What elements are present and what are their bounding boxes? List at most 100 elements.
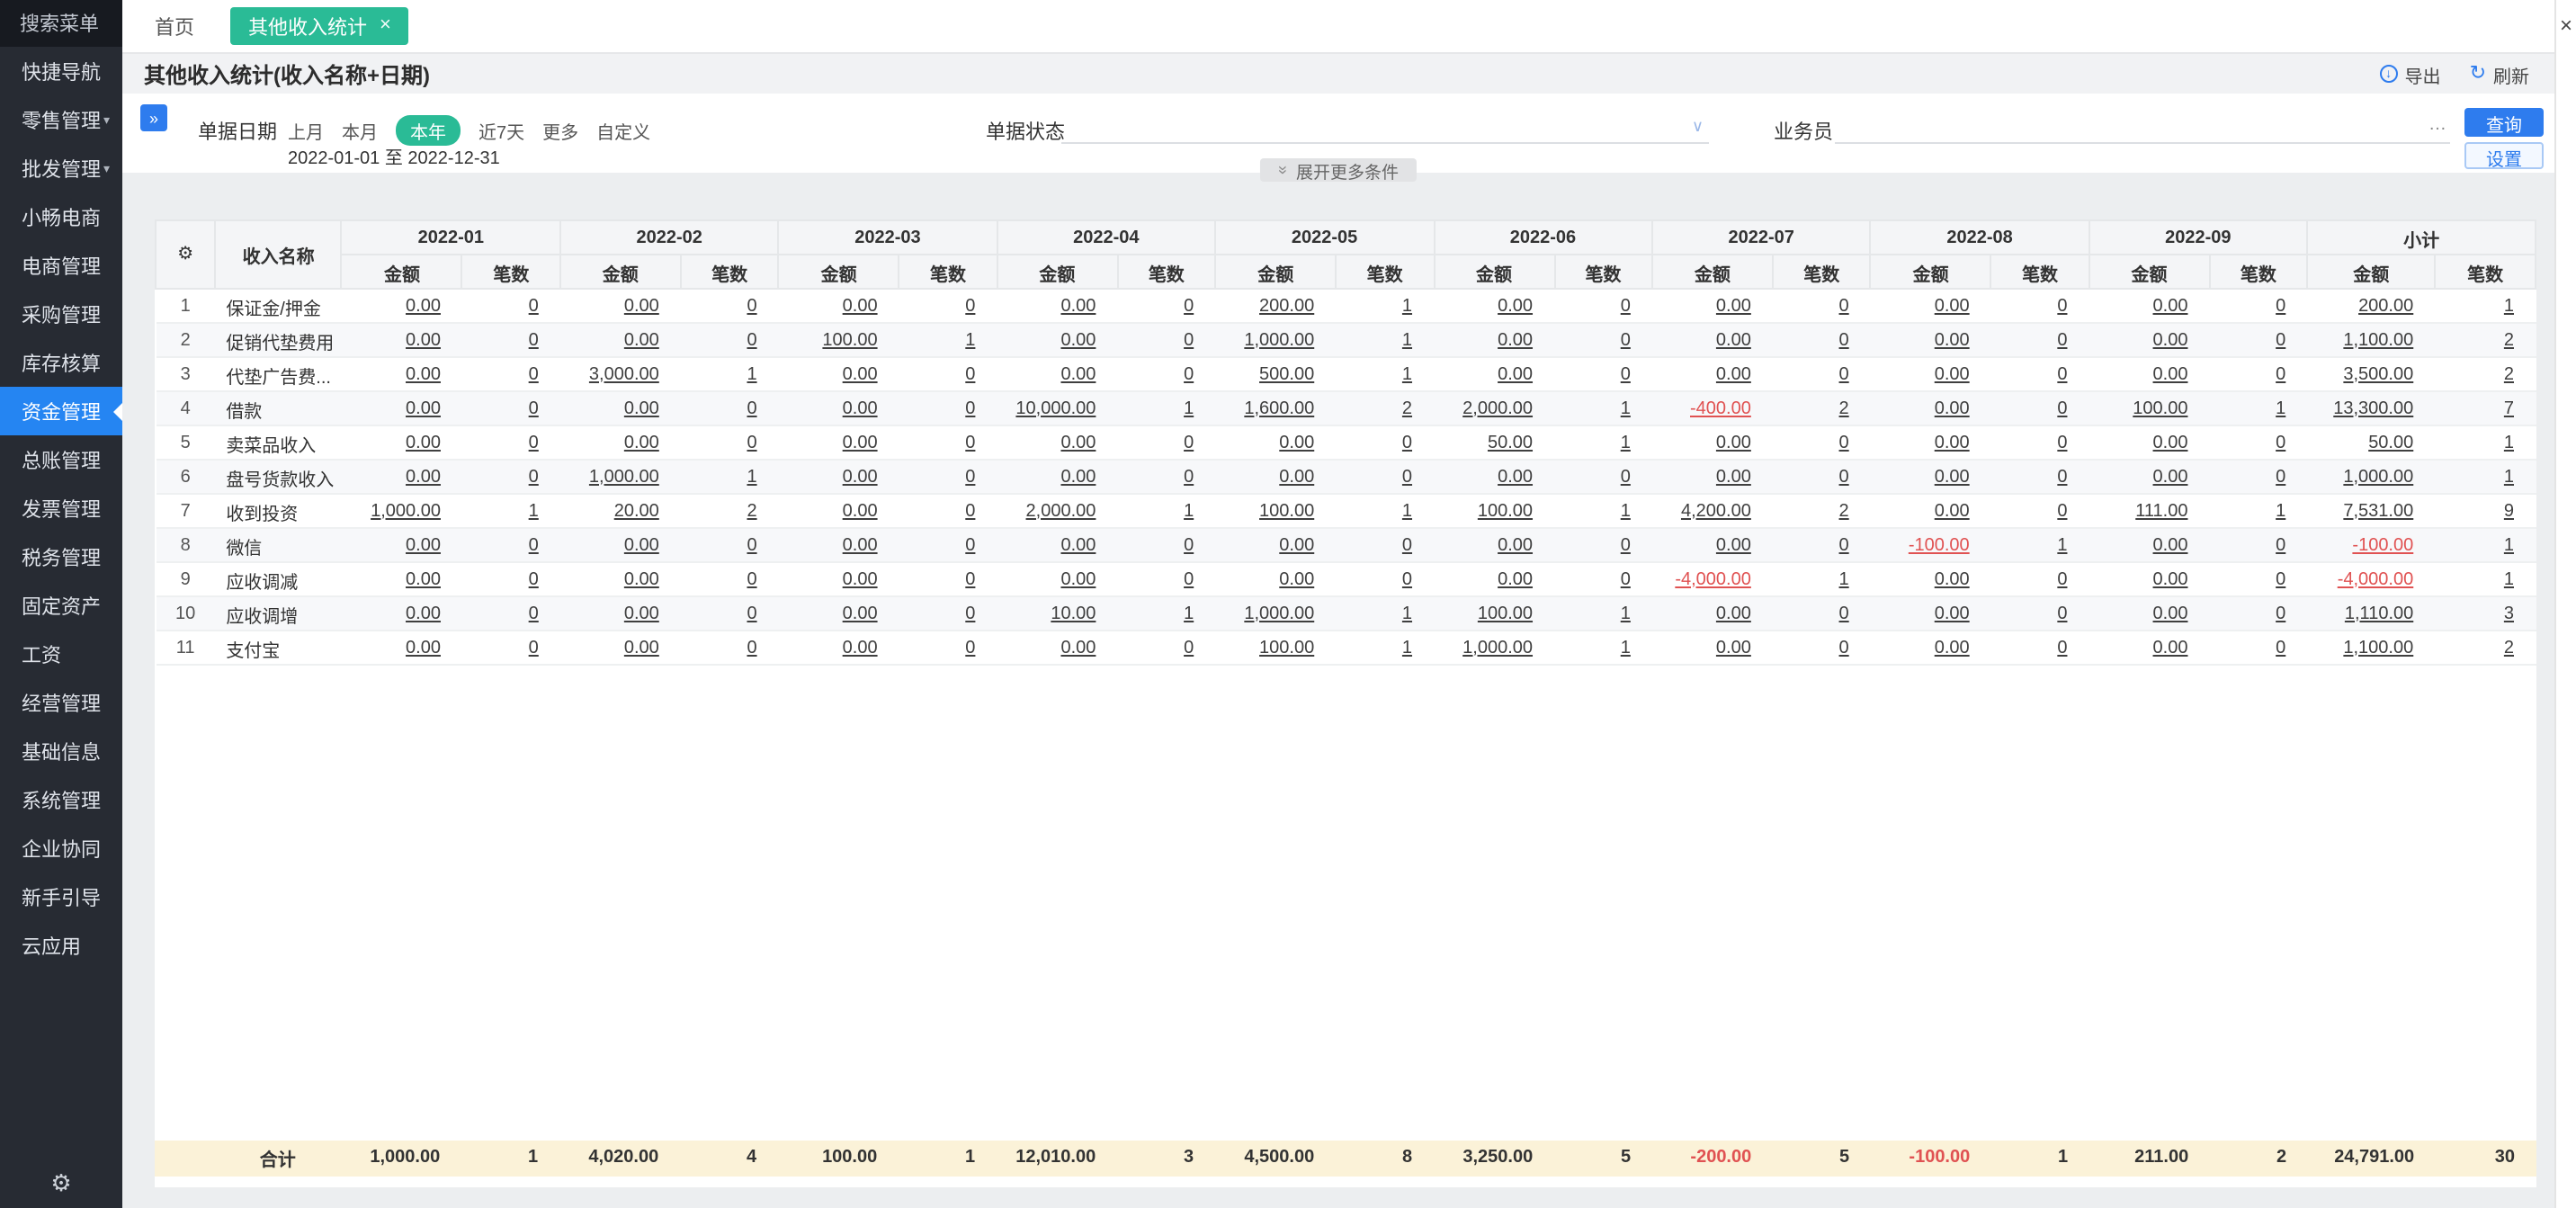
count-link[interactable]: 0 bbox=[2057, 638, 2068, 658]
count-link[interactable]: 1 bbox=[1401, 364, 1413, 384]
amount-link[interactable]: 1,100.00 bbox=[2343, 330, 2414, 350]
tab-close-icon[interactable]: × bbox=[380, 14, 391, 36]
count-link[interactable]: 0 bbox=[965, 433, 976, 452]
sidebar-gear-icon[interactable]: ⚙ bbox=[50, 1168, 72, 1195]
amount-link[interactable]: 0.00 bbox=[2152, 638, 2188, 658]
count-link[interactable]: 1 bbox=[1401, 638, 1413, 658]
tab-home[interactable]: 首页 bbox=[155, 17, 194, 39]
quick-date-近7天[interactable]: 近7天 bbox=[479, 124, 525, 144]
count-link[interactable]: 0 bbox=[2057, 433, 2068, 452]
count-link[interactable]: 0 bbox=[1184, 364, 1194, 384]
count-link[interactable]: 0 bbox=[2057, 501, 2068, 521]
amount-link[interactable]: 0.00 bbox=[842, 364, 878, 384]
count-link[interactable]: 0 bbox=[1401, 569, 1413, 589]
status-select[interactable]: ∨ bbox=[1061, 112, 1709, 144]
sidebar-item-工资[interactable]: 工资 bbox=[0, 630, 122, 678]
amount-link[interactable]: 0.00 bbox=[406, 638, 441, 658]
count-link[interactable]: 0 bbox=[965, 604, 976, 623]
amount-link[interactable]: 0.00 bbox=[406, 330, 441, 350]
count-link[interactable]: 0 bbox=[965, 364, 976, 384]
amount-link[interactable]: 0.00 bbox=[1934, 501, 1970, 521]
amount-link[interactable]: 10.00 bbox=[1051, 604, 1096, 623]
amount-link[interactable]: 0.00 bbox=[406, 398, 441, 418]
amount-link[interactable]: 0.00 bbox=[842, 433, 878, 452]
amount-link[interactable]: 20.00 bbox=[613, 501, 659, 521]
amount-link[interactable]: 3,000.00 bbox=[588, 364, 659, 384]
sidebar-item-资金管理[interactable]: 资金管理 bbox=[0, 387, 122, 435]
export-button[interactable]: ↓ 导出 bbox=[2379, 60, 2441, 87]
amount-link[interactable]: 1,000.00 bbox=[588, 467, 659, 487]
amount-link[interactable]: 13,300.00 bbox=[2333, 398, 2414, 418]
sidebar-item-企业协同[interactable]: 企业协同 bbox=[0, 824, 122, 872]
salesperson-input[interactable]: … bbox=[1835, 112, 2450, 144]
count-link[interactable]: 0 bbox=[2057, 467, 2068, 487]
count-link[interactable]: 0 bbox=[2057, 296, 2068, 316]
right-scrollbar[interactable]: × bbox=[2554, 0, 2576, 1208]
amount-link[interactable]: 100.00 bbox=[1477, 501, 1534, 521]
amount-link[interactable]: 50.00 bbox=[2368, 433, 2414, 452]
count-link[interactable]: 0 bbox=[965, 296, 976, 316]
count-link[interactable]: 0 bbox=[2276, 330, 2286, 350]
amount-link[interactable]: 0.00 bbox=[2152, 604, 2188, 623]
amount-link[interactable]: 0.00 bbox=[1060, 569, 1096, 589]
amount-link[interactable]: 0.00 bbox=[623, 638, 659, 658]
count-link[interactable]: 0 bbox=[1184, 330, 1194, 350]
count-link[interactable]: 0 bbox=[747, 398, 757, 418]
count-link[interactable]: 0 bbox=[965, 501, 976, 521]
amount-link[interactable]: 0.00 bbox=[2152, 433, 2188, 452]
amount-link[interactable]: 0.00 bbox=[1934, 604, 1970, 623]
amount-link[interactable]: 0.00 bbox=[1934, 569, 1970, 589]
quick-date-更多[interactable]: 更多 bbox=[542, 124, 579, 144]
count-link[interactable]: 1 bbox=[1838, 569, 1849, 589]
amount-link[interactable]: 1,000.00 bbox=[1244, 604, 1315, 623]
count-link[interactable]: 2 bbox=[747, 501, 757, 521]
count-link[interactable]: 1 bbox=[1620, 433, 1631, 452]
amount-link[interactable]: 100.00 bbox=[822, 330, 878, 350]
amount-link[interactable]: 0.00 bbox=[2152, 569, 2188, 589]
amount-link[interactable]: 0.00 bbox=[406, 467, 441, 487]
count-link[interactable]: 0 bbox=[528, 364, 539, 384]
count-link[interactable]: 0 bbox=[2276, 569, 2286, 589]
count-link[interactable]: 0 bbox=[2276, 364, 2286, 384]
amount-link[interactable]: 0.00 bbox=[406, 364, 441, 384]
amount-link[interactable]: 0.00 bbox=[1060, 330, 1096, 350]
sidebar-item-批发管理[interactable]: 批发管理 ▾ bbox=[0, 144, 122, 192]
amount-link[interactable]: 0.00 bbox=[406, 433, 441, 452]
amount-link[interactable]: 100.00 bbox=[1259, 501, 1315, 521]
count-link[interactable]: 0 bbox=[1620, 330, 1631, 350]
count-link[interactable]: 0 bbox=[965, 535, 976, 555]
amount-link[interactable]: 3,500.00 bbox=[2343, 364, 2414, 384]
amount-link[interactable]: 0.00 bbox=[842, 398, 878, 418]
amount-link[interactable]: 0.00 bbox=[406, 296, 441, 316]
count-link[interactable]: 0 bbox=[1838, 296, 1849, 316]
count-link[interactable]: 1 bbox=[528, 501, 539, 521]
count-link[interactable]: 0 bbox=[1401, 433, 1413, 452]
quick-date-自定义[interactable]: 自定义 bbox=[596, 124, 651, 144]
count-link[interactable]: 1 bbox=[1620, 398, 1631, 418]
count-link[interactable]: 0 bbox=[2276, 296, 2286, 316]
count-link[interactable]: 0 bbox=[747, 638, 757, 658]
amount-link[interactable]: 0.00 bbox=[623, 604, 659, 623]
count-link[interactable]: 0 bbox=[747, 569, 757, 589]
amount-link[interactable]: 0.00 bbox=[1279, 433, 1315, 452]
amount-link[interactable]: 10,000.00 bbox=[1015, 398, 1096, 418]
quick-date-上月[interactable]: 上月 bbox=[288, 124, 324, 144]
amount-link[interactable]: 1,000.00 bbox=[1462, 638, 1534, 658]
amount-link[interactable]: 1,600.00 bbox=[1244, 398, 1315, 418]
amount-link[interactable]: 0.00 bbox=[842, 569, 878, 589]
query-button[interactable]: 查询 bbox=[2464, 108, 2544, 137]
sidebar-search-menu[interactable]: 搜索菜单 bbox=[0, 0, 122, 47]
table-settings-gear-icon[interactable]: ⚙ bbox=[155, 219, 217, 290]
amount-link[interactable]: 0.00 bbox=[1060, 535, 1096, 555]
count-link[interactable]: 1 bbox=[2276, 501, 2286, 521]
count-link[interactable]: 0 bbox=[1620, 535, 1631, 555]
count-link[interactable]: 0 bbox=[2057, 569, 2068, 589]
amount-link[interactable]: 0.00 bbox=[1060, 638, 1096, 658]
sidebar-item-快捷导航[interactable]: 快捷导航 bbox=[0, 47, 122, 95]
count-link[interactable]: 0 bbox=[747, 433, 757, 452]
sidebar-item-税务管理[interactable]: 税务管理 bbox=[0, 532, 122, 581]
amount-link[interactable]: 0.00 bbox=[623, 330, 659, 350]
amount-link[interactable]: 0.00 bbox=[842, 638, 878, 658]
amount-link[interactable]: 1,110.00 bbox=[2344, 604, 2414, 623]
count-link[interactable]: 0 bbox=[747, 604, 757, 623]
